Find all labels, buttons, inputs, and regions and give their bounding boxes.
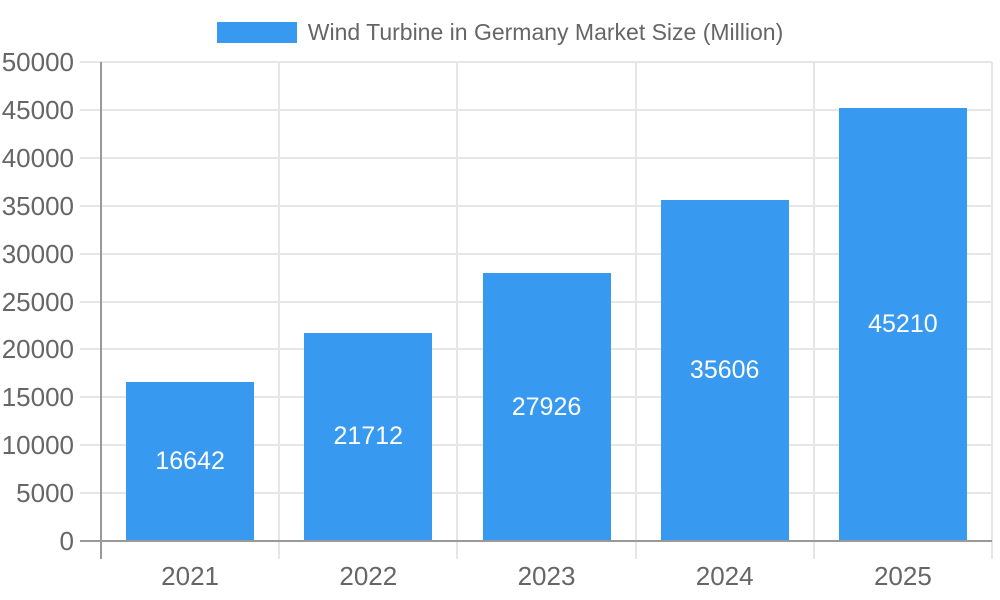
y-gridline (80, 61, 992, 63)
x-axis-label: 2023 (517, 561, 576, 591)
y-axis-tick-label: 25000 (1, 286, 74, 317)
y-axis-line (100, 62, 102, 559)
x-gridline (634, 62, 637, 559)
y-gridline (80, 204, 992, 207)
x-gridline (991, 62, 993, 559)
y-axis-tick-label: 0 (59, 526, 74, 556)
x-gridline (812, 62, 815, 559)
y-axis-tick-label: 30000 (1, 238, 74, 269)
bar-2025[interactable]: 45210 (838, 107, 967, 541)
bar-2021[interactable]: 16642 (126, 381, 255, 541)
y-axis-tick-label: 40000 (1, 142, 74, 173)
legend-label: Wind Turbine in Germany Market Size (Mil… (307, 19, 784, 45)
y-axis-tick-label: 15000 (1, 382, 74, 413)
y-gridline (80, 156, 992, 159)
bar-2022[interactable]: 21712 (304, 332, 433, 541)
y-axis-tick-label: 45000 (1, 94, 74, 125)
y-axis-tick-label: 5000 (16, 478, 74, 509)
x-axis-label: 2021 (161, 561, 220, 591)
chart-legend-item[interactable]: Wind Turbine in Germany Market Size (Mil… (0, 18, 1000, 46)
y-axis-tick-label: 50000 (1, 47, 74, 77)
bar-value-label: 16642 (155, 446, 225, 475)
x-axis-label: 2024 (695, 561, 754, 591)
bar-value-label: 45210 (868, 309, 938, 338)
y-gridline (80, 108, 992, 111)
x-axis-label: 2025 (873, 561, 932, 591)
y-gridline (80, 252, 992, 255)
y-axis-tick-label: 10000 (1, 430, 74, 461)
x-gridline (278, 62, 281, 559)
x-axis-line (80, 540, 992, 542)
y-axis-tick-label: 20000 (1, 334, 74, 365)
bar-value-label: 35606 (689, 355, 760, 384)
bar-2023[interactable]: 27926 (482, 273, 611, 541)
legend-swatch (216, 21, 297, 43)
x-axis-label: 2022 (339, 561, 398, 591)
bar-2024[interactable]: 35606 (660, 199, 789, 541)
y-axis-tick-label: 35000 (1, 190, 74, 221)
x-gridline (456, 62, 459, 559)
bar-value-label: 21712 (333, 422, 404, 451)
bar-value-label: 27926 (511, 392, 582, 421)
